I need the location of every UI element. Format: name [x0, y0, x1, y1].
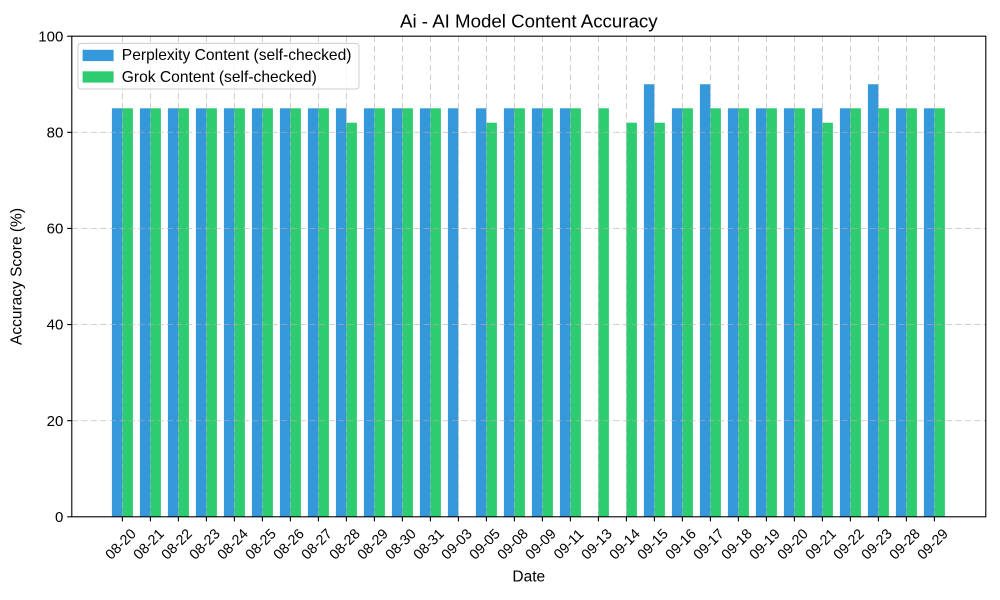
svg-text:Grok Content (self-checked): Grok Content (self-checked)	[122, 69, 317, 86]
svg-text:Accuracy Score (%): Accuracy Score (%)	[9, 208, 26, 345]
svg-text:100: 100	[38, 28, 63, 45]
svg-text:Date: Date	[512, 569, 545, 586]
svg-text:Perplexity Content (self-check: Perplexity Content (self-checked)	[122, 47, 352, 64]
svg-text:Ai - AI Model Content Accuracy: Ai - AI Model Content Accuracy	[400, 11, 658, 32]
svg-text:40: 40	[47, 317, 64, 334]
svg-text:80: 80	[47, 124, 64, 141]
svg-text:60: 60	[47, 221, 64, 238]
svg-text:20: 20	[47, 413, 64, 430]
svg-text:0: 0	[55, 509, 63, 526]
